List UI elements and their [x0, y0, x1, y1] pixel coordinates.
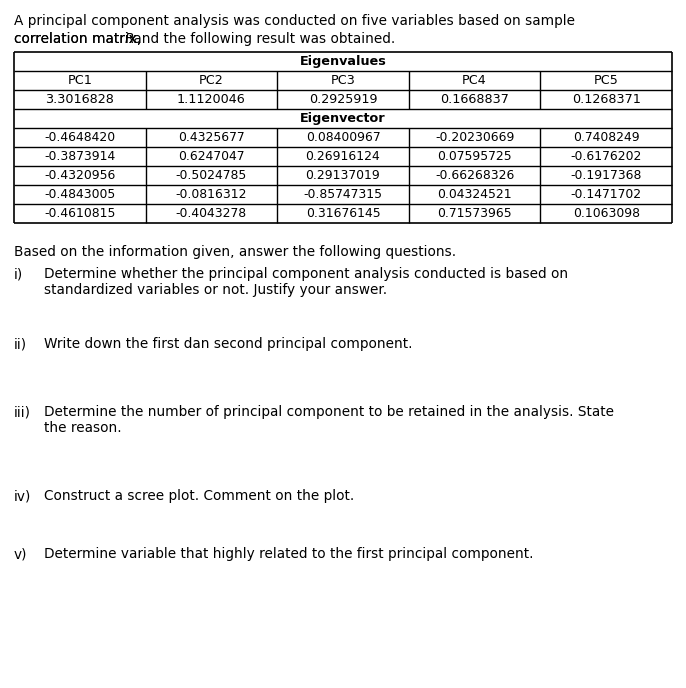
Text: PC3: PC3 [331, 74, 355, 87]
Text: correlation matrix,: correlation matrix, [14, 32, 145, 46]
Text: -0.4843005: -0.4843005 [44, 188, 115, 201]
Text: 3.3016828: 3.3016828 [45, 93, 115, 106]
Text: -0.4043278: -0.4043278 [176, 207, 247, 220]
Text: 0.31676145: 0.31676145 [306, 207, 380, 220]
Text: Write down the first dan second principal component.: Write down the first dan second principa… [44, 337, 412, 351]
Text: R: R [124, 32, 134, 46]
Text: -0.85747315: -0.85747315 [303, 188, 383, 201]
Text: 0.07595725: 0.07595725 [437, 150, 512, 163]
Text: -0.66268326: -0.66268326 [435, 169, 514, 182]
Text: -0.0816312: -0.0816312 [176, 188, 247, 201]
Text: standardized variables or not. Justify your answer.: standardized variables or not. Justify y… [44, 283, 387, 297]
Text: -0.6176202: -0.6176202 [571, 150, 642, 163]
Text: Determine whether the principal component analysis conducted is based on: Determine whether the principal componen… [44, 267, 568, 281]
Text: -0.5024785: -0.5024785 [176, 169, 247, 182]
Text: Construct a scree plot. Comment on the plot.: Construct a scree plot. Comment on the p… [44, 489, 354, 503]
Text: the reason.: the reason. [44, 421, 121, 435]
Text: 0.04324521: 0.04324521 [437, 188, 512, 201]
Text: and the following result was obtained.: and the following result was obtained. [130, 32, 396, 46]
Text: 0.1268371: 0.1268371 [571, 93, 641, 106]
Text: PC2: PC2 [199, 74, 224, 87]
Text: 0.7408249: 0.7408249 [573, 131, 639, 144]
Text: -0.1471702: -0.1471702 [571, 188, 642, 201]
Text: 0.2925919: 0.2925919 [309, 93, 377, 106]
Text: PC5: PC5 [594, 74, 619, 87]
Text: Determine variable that highly related to the first principal component.: Determine variable that highly related t… [44, 547, 534, 561]
Text: 0.29137019: 0.29137019 [306, 169, 380, 182]
Text: 0.08400967: 0.08400967 [306, 131, 380, 144]
Text: 0.6247047: 0.6247047 [178, 150, 245, 163]
Text: ii): ii) [14, 337, 27, 351]
Text: -0.4648420: -0.4648420 [44, 131, 115, 144]
Text: v): v) [14, 547, 27, 561]
Text: iii): iii) [14, 405, 31, 419]
Text: -0.3873914: -0.3873914 [44, 150, 115, 163]
Text: 0.1668837: 0.1668837 [440, 93, 509, 106]
Text: A principal component analysis was conducted on five variables based on sample: A principal component analysis was condu… [14, 14, 575, 28]
Text: Eigenvector: Eigenvector [300, 112, 386, 125]
Text: -0.1917368: -0.1917368 [571, 169, 642, 182]
Text: 0.1063098: 0.1063098 [573, 207, 640, 220]
Text: 0.4325677: 0.4325677 [178, 131, 245, 144]
Text: 0.71573965: 0.71573965 [437, 207, 512, 220]
Text: correlation matrix,: correlation matrix, [14, 32, 145, 46]
Text: PC1: PC1 [67, 74, 92, 87]
Text: Determine the number of principal component to be retained in the analysis. Stat: Determine the number of principal compon… [44, 405, 614, 419]
Text: -0.4320956: -0.4320956 [44, 169, 115, 182]
Text: iv): iv) [14, 489, 32, 503]
Text: i): i) [14, 267, 23, 281]
Text: -0.20230669: -0.20230669 [435, 131, 514, 144]
Text: 0.26916124: 0.26916124 [306, 150, 380, 163]
Text: PC4: PC4 [462, 74, 487, 87]
Text: 1.1120046: 1.1120046 [177, 93, 246, 106]
Text: -0.4610815: -0.4610815 [44, 207, 115, 220]
Text: Based on the information given, answer the following questions.: Based on the information given, answer t… [14, 245, 456, 259]
Text: Eigenvalues: Eigenvalues [300, 55, 386, 68]
